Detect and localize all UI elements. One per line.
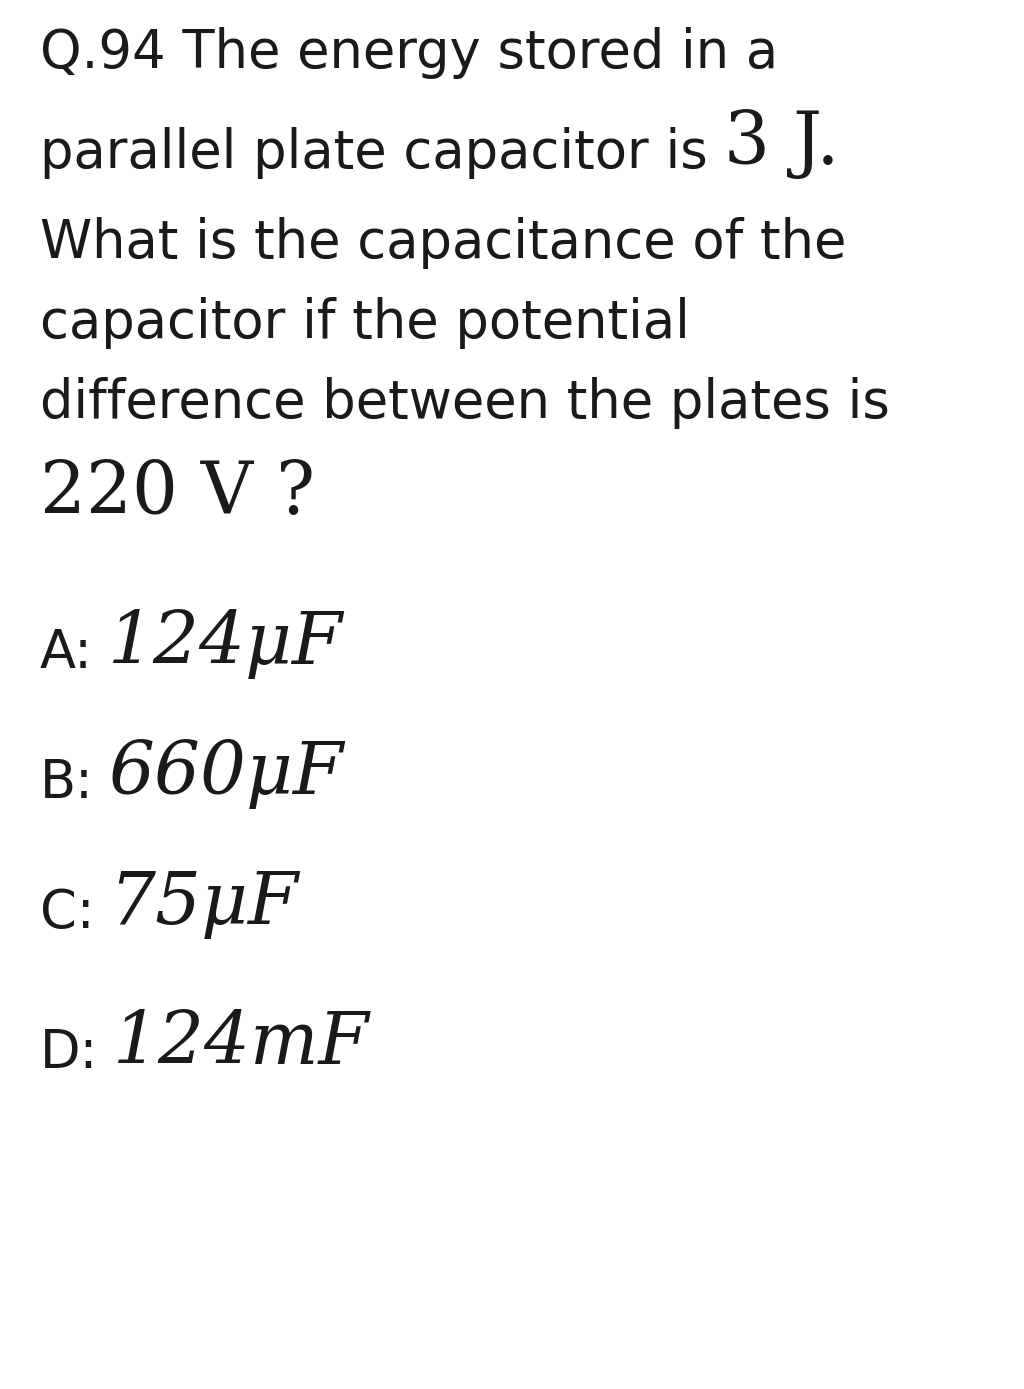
Text: B:: B: [40, 757, 94, 808]
Text: 3 J.: 3 J. [725, 108, 840, 179]
Text: Q.94 The energy stored in a: Q.94 The energy stored in a [40, 26, 778, 79]
Text: difference between the plates is: difference between the plates is [40, 376, 890, 429]
Text: 124mF: 124mF [114, 1008, 370, 1079]
Text: 660μF: 660μF [109, 739, 344, 808]
Text: 124μF: 124μF [108, 608, 343, 679]
Text: capacitor if the potential: capacitor if the potential [40, 297, 690, 349]
Text: 75μF: 75μF [110, 868, 299, 939]
Text: 220 V ?: 220 V ? [40, 458, 315, 529]
Text: A:: A: [40, 626, 93, 679]
Text: What is the capacitance of the: What is the capacitance of the [40, 217, 847, 269]
Text: C:: C: [40, 888, 94, 939]
Text: parallel plate capacitor is: parallel plate capacitor is [40, 126, 725, 179]
Text: D:: D: [40, 1026, 98, 1079]
